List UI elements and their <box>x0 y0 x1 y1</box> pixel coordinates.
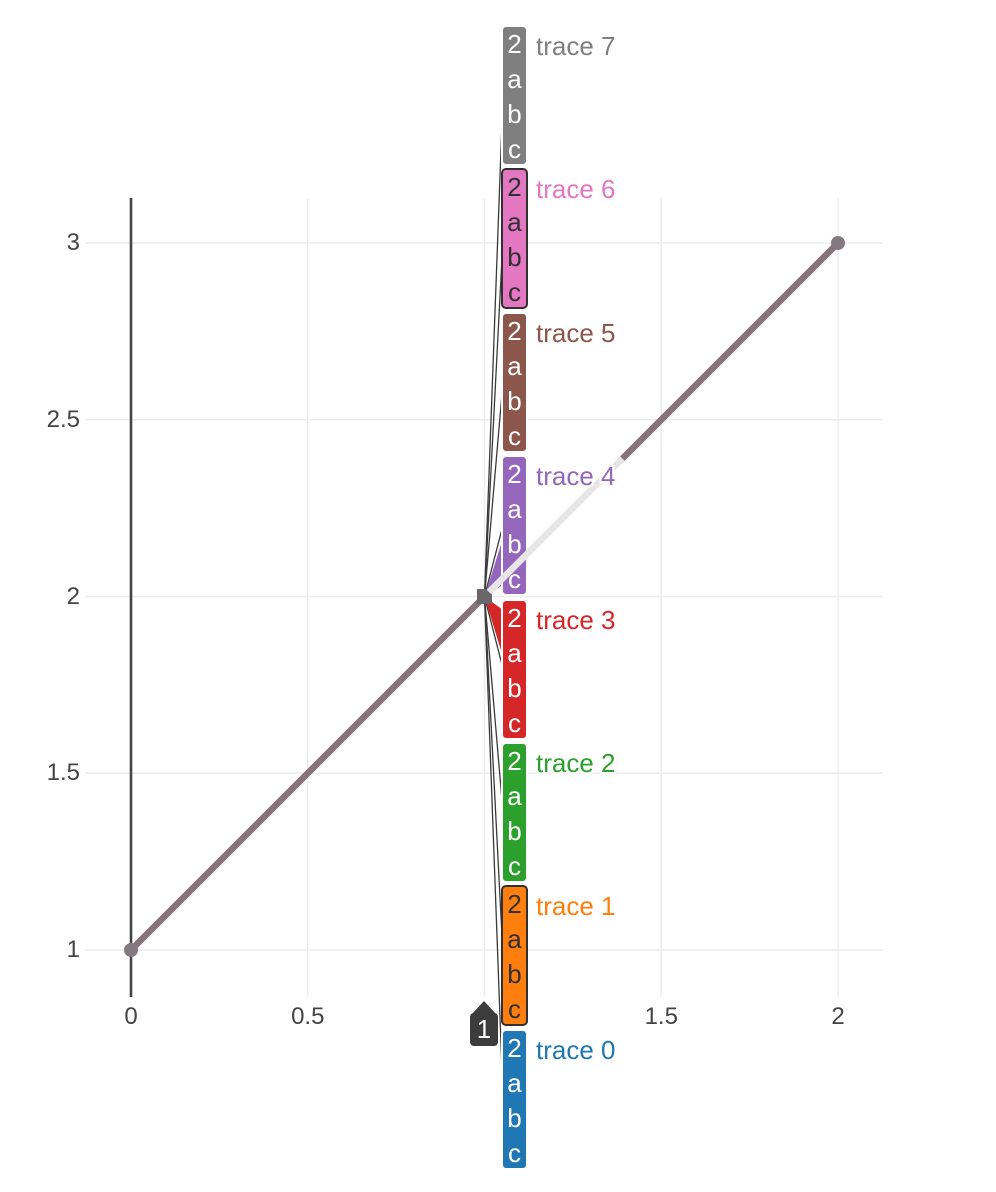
hover-pointer-trace-4 <box>484 538 503 597</box>
hover-trace-name-label: trace 2 <box>536 748 616 778</box>
hover-label-line: c <box>508 420 521 451</box>
hover-label-line: b <box>507 1102 522 1133</box>
hover-trace-name-label: trace 1 <box>536 891 616 922</box>
hover-connector-line <box>483 525 504 597</box>
y-axis-tick-label: 3 <box>66 229 80 256</box>
x-axis-tick-label: 0 <box>124 1003 138 1030</box>
hover-trace-name-label: trace 0 <box>536 1034 616 1065</box>
hover-label-line: b <box>507 99 522 129</box>
hover-connector-line <box>483 596 504 956</box>
x-axis-hover-tag: 1 <box>470 1001 498 1046</box>
hover-label-line: b <box>507 959 522 990</box>
hover-label-line: a <box>507 350 522 381</box>
hover-label-line: c <box>508 1137 521 1168</box>
hover-label-line: 2 <box>507 172 522 203</box>
x-axis-tick-label: 2 <box>831 1003 845 1030</box>
hover-trace-name-label: trace 5 <box>536 317 616 348</box>
trace-line-segment[interactable] <box>617 240 841 464</box>
hover-label-line: c <box>508 851 521 881</box>
hover-label-line: a <box>507 1067 522 1098</box>
hover-trace-name-label: trace 7 <box>536 31 616 61</box>
hover-label-line: 2 <box>507 29 522 59</box>
y-axis-tick-label: 1 <box>66 936 80 963</box>
hover-trace-name-label: trace 6 <box>536 174 616 205</box>
trace-line-dimmed-segment <box>486 456 625 595</box>
x-axis-tick-label: 1.5 <box>644 1003 678 1030</box>
hover-label-line: 2 <box>507 315 522 346</box>
hover-label-line: a <box>507 924 522 955</box>
hover-label-line: a <box>507 637 522 668</box>
data-point-marker[interactable] <box>124 943 138 957</box>
hover-label-line: 2 <box>507 746 522 776</box>
x-axis-hover-tag-label: 1 <box>476 1014 492 1044</box>
hover-label-line: c <box>508 277 521 308</box>
trace-line-segment[interactable] <box>128 594 487 953</box>
hover-connector-line <box>483 381 504 597</box>
y-axis-tick-label: 1.5 <box>46 759 80 787</box>
hover-label-line: c <box>508 134 521 164</box>
hover-label-line: a <box>507 494 522 525</box>
hover-label-line: b <box>507 242 522 273</box>
hover-label-line: 2 <box>507 459 522 490</box>
hover-label-line: 2 <box>507 889 522 920</box>
hovered-data-point-marker[interactable] <box>477 589 492 604</box>
hover-pointer-trace-3 <box>484 596 503 657</box>
hover-label-line: c <box>508 994 521 1025</box>
x-axis-hover-tag-arrow-icon <box>472 1001 496 1014</box>
y-axis-tick-label: 2 <box>66 582 80 610</box>
hover-label-line: b <box>507 529 522 560</box>
hover-connector-line <box>483 596 504 669</box>
y-axis-tick-label: 2.5 <box>46 405 80 433</box>
x-axis-tick-label: 0.5 <box>291 1003 325 1030</box>
hover-label-line: a <box>507 64 522 94</box>
hover-label-line: 2 <box>507 602 522 633</box>
hover-label-line: c <box>508 564 521 595</box>
hover-label-line: b <box>507 385 522 416</box>
hover-trace-name-label: trace 4 <box>536 461 616 492</box>
hover-connector-line <box>483 238 504 597</box>
hover-trace-name-label: trace 3 <box>536 604 616 635</box>
hover-connector-line <box>483 596 504 813</box>
hover-label-line: c <box>508 707 521 738</box>
hover-label-line: a <box>507 207 522 238</box>
hover-label-line: b <box>507 816 522 846</box>
hover-label-line: 2 <box>507 1032 522 1063</box>
hover-label-line: a <box>507 781 522 811</box>
data-point-marker[interactable] <box>831 236 845 250</box>
hover-label-line: b <box>507 672 522 703</box>
hover-connector-line <box>483 94 504 597</box>
